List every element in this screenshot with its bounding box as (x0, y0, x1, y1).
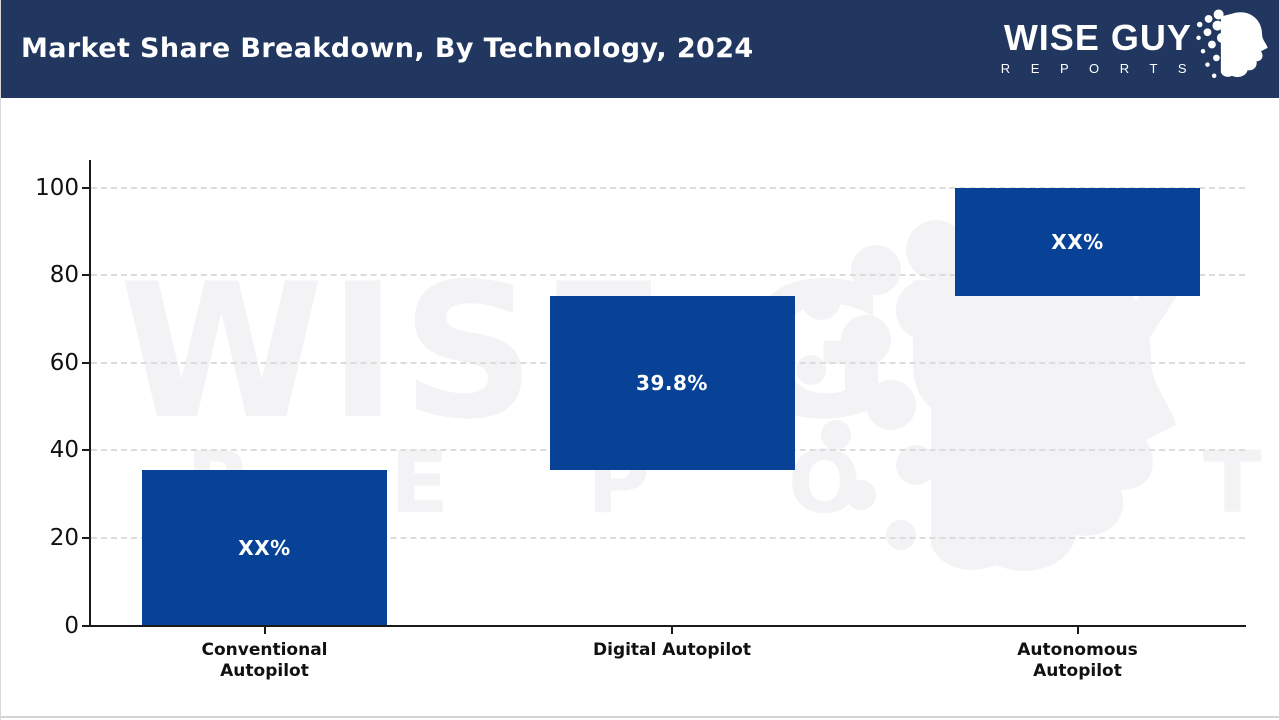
logo-face-icon (1196, 9, 1268, 78)
x-category-label: Autonomous Autopilot (948, 640, 1208, 682)
x-axis (89, 624, 1246, 627)
wiseguy-logo: WISE GUY R E P O R T S (1001, 0, 1273, 98)
bar-value-label: XX% (1051, 229, 1104, 254)
x-category-label-line: Autopilot (1033, 660, 1122, 681)
x-category-label-line: Conventional (201, 639, 328, 660)
y-axis (89, 160, 91, 627)
y-tick-0 (82, 624, 90, 627)
header-bar: Market Share Breakdown, By Technology, 2… (1, 0, 1279, 98)
y-tick-label-40: 40 (49, 437, 79, 464)
bar-3: XX% (955, 187, 1200, 297)
logo-subtext: R E P O R T S (1000, 61, 1195, 76)
x-category-label-line: Autonomous (1017, 639, 1138, 660)
bar-1: XX% (142, 470, 387, 626)
x-category-label: Digital Autopilot (542, 640, 802, 661)
bottom-border (1, 716, 1279, 718)
y-tick-40 (82, 449, 90, 452)
y-tick-label-60: 60 (49, 349, 79, 376)
y-tick-label-20: 20 (49, 524, 79, 551)
x-category-label-line: Digital Autopilot (593, 639, 751, 660)
bar-value-label: XX% (238, 535, 291, 560)
x-category-label: Conventional Autopilot (135, 640, 395, 682)
y-tick-60 (82, 361, 90, 364)
gridline-100 (91, 186, 1245, 189)
x-tick-2 (671, 626, 673, 634)
x-tick-3 (1076, 626, 1079, 634)
x-category-label-line: Autopilot (220, 660, 309, 681)
y-tick-label-100: 100 (35, 174, 79, 201)
bar-2: 39.8% (549, 296, 795, 471)
logo-wordmark: WISE GUY (1003, 17, 1192, 58)
bar-value-label: 39.8% (636, 371, 708, 396)
y-tick-20 (82, 536, 90, 539)
gridline-20 (91, 536, 1245, 539)
y-tick-label-80: 80 (49, 262, 79, 289)
gridline-80 (91, 274, 1245, 277)
logo-text: WISE GUY R E P O R T S (1001, 18, 1195, 78)
y-tick-100 (82, 186, 90, 189)
chart-title: Market Share Breakdown, By Technology, 2… (21, 33, 754, 64)
x-tick-1 (263, 626, 266, 634)
y-tick-label-0: 0 (64, 612, 79, 639)
y-tick-80 (82, 274, 90, 277)
